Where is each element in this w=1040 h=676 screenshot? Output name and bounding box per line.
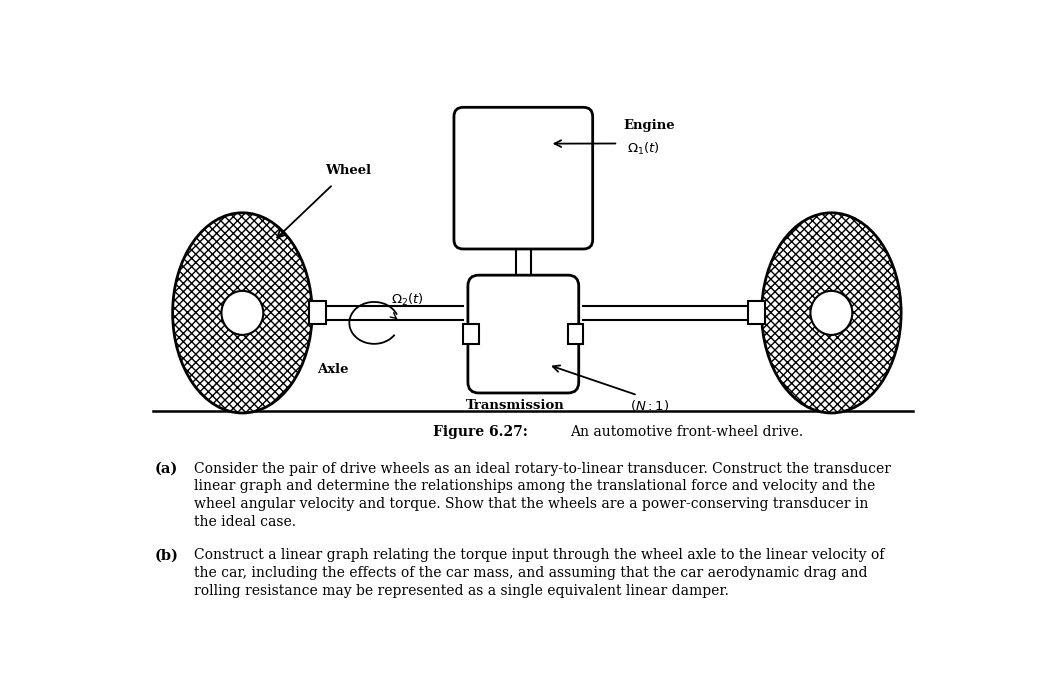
Text: $\Omega_2(t)$: $\Omega_2(t)$: [391, 292, 424, 308]
Text: An automotive front-wheel drive.: An automotive front-wheel drive.: [570, 425, 803, 439]
Text: (b): (b): [155, 548, 179, 562]
Text: Transmission: Transmission: [466, 399, 565, 412]
Text: (a): (a): [155, 462, 178, 475]
FancyBboxPatch shape: [453, 107, 593, 249]
Text: rolling resistance may be represented as a single equivalent linear damper.: rolling resistance may be represented as…: [193, 584, 728, 598]
Text: Engine: Engine: [623, 119, 675, 132]
Text: Wheel: Wheel: [326, 164, 371, 177]
Bar: [748, 301, 764, 324]
Ellipse shape: [761, 213, 901, 413]
Bar: [568, 324, 583, 344]
Bar: [309, 301, 327, 324]
Text: wheel angular velocity and torque. Show that the wheels are a power-conserving t: wheel angular velocity and torque. Show …: [193, 498, 868, 511]
FancyBboxPatch shape: [468, 275, 578, 393]
Text: the ideal case.: the ideal case.: [193, 515, 295, 529]
Text: $\Omega_1(t)$: $\Omega_1(t)$: [627, 141, 659, 157]
Text: Axle: Axle: [317, 362, 348, 376]
Text: the car, including the effects of the car mass, and assuming that the car aerody: the car, including the effects of the ca…: [193, 566, 867, 580]
Text: $(N:1)$: $(N:1)$: [629, 397, 669, 413]
Text: linear graph and determine the relationships among the translational force and v: linear graph and determine the relations…: [193, 479, 875, 493]
Text: Construct a linear graph relating the torque input through the wheel axle to the: Construct a linear graph relating the to…: [193, 548, 884, 562]
Text: Consider the pair of drive wheels as an ideal rotary-to-linear transducer. Const: Consider the pair of drive wheels as an …: [193, 462, 890, 475]
Bar: [463, 324, 478, 344]
Ellipse shape: [810, 291, 853, 335]
Ellipse shape: [222, 291, 263, 335]
Text: Figure 6.27:: Figure 6.27:: [433, 425, 527, 439]
Ellipse shape: [173, 213, 312, 413]
